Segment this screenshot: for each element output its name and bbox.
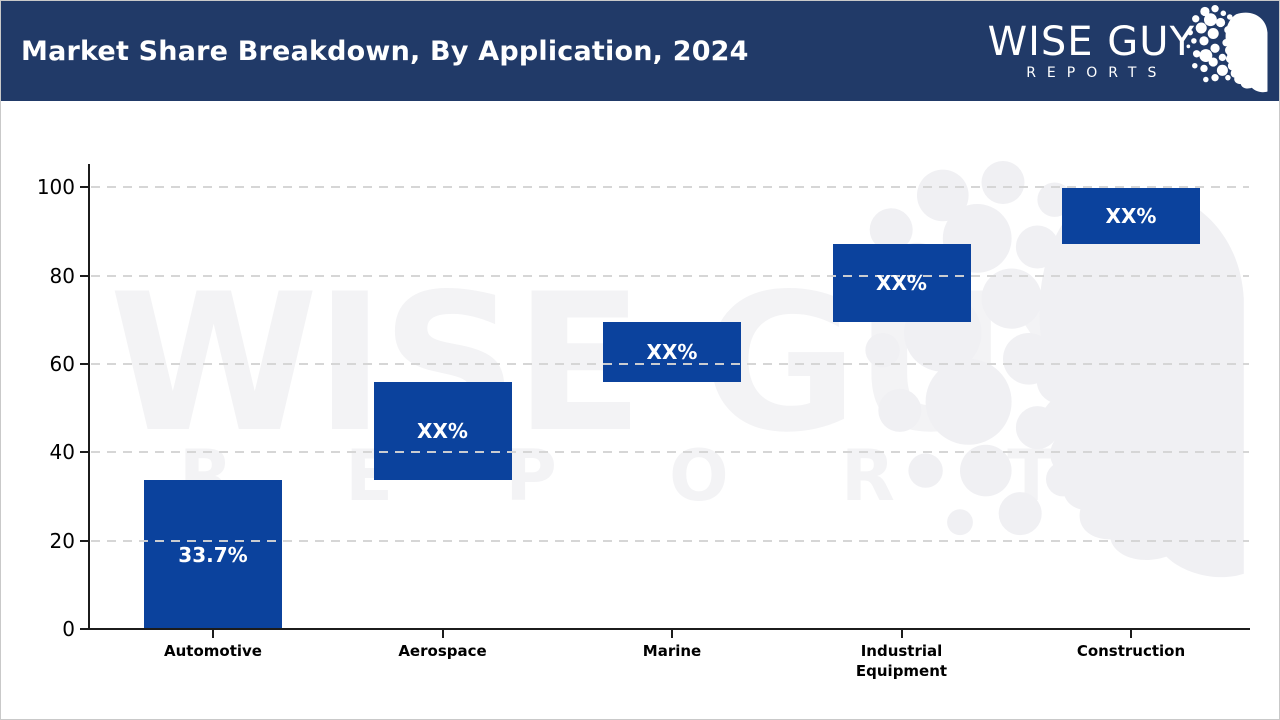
bar-value-label: XX% (646, 340, 698, 365)
x-label-industrial-equipment: Industrial Equipment (855, 642, 948, 681)
x-tick-4 (1130, 630, 1132, 638)
gridline-20 (91, 539, 1249, 542)
gridline-40 (91, 451, 1249, 454)
x-label-aerospace: Aerospace (398, 642, 487, 660)
x-label-marine: Marine (642, 642, 702, 660)
wiseguy-logo: WISE GUY REPORTS (988, 5, 1279, 97)
x-tick-2 (671, 630, 673, 638)
y-tick-60 (80, 363, 89, 366)
logo-reports-label: REPORTS (1026, 64, 1168, 81)
bar-value-label: XX% (876, 270, 927, 295)
bar-value-label: 33.7% (178, 542, 248, 567)
bar-industrial-equipment (832, 243, 971, 323)
logo-text: WISE GUY REPORTS (988, 22, 1195, 81)
y-tick-label-100: 100 (36, 175, 75, 200)
y-tick-label-80: 80 (49, 263, 75, 288)
y-tick-label-60: 60 (49, 352, 75, 377)
y-tick-0 (80, 628, 89, 630)
bar-value-label: XX% (1105, 203, 1157, 228)
x-axis-line (88, 628, 1250, 630)
x-tick-0 (212, 630, 214, 638)
y-axis-line (88, 164, 90, 630)
y-tick-100 (80, 186, 89, 189)
bar-marine (603, 322, 741, 383)
y-tick-label-0: 0 (62, 617, 75, 641)
gridline-60 (91, 363, 1249, 366)
x-tick-1 (441, 630, 444, 638)
header-bar: Market Share Breakdown, By Application, … (1, 1, 1279, 101)
x-label-automotive: Automotive (164, 642, 262, 660)
y-tick-80 (80, 274, 89, 277)
logo-wiseguy-label: WISE GUY (987, 18, 1195, 65)
y-tick-40 (80, 451, 89, 454)
bar-value-label: XX% (417, 419, 468, 444)
x-label-construction: Construction (1076, 642, 1186, 660)
x-tick-3 (900, 630, 903, 638)
bar-automotive (144, 480, 282, 629)
bar-construction (1062, 188, 1200, 244)
y-tick-20 (80, 539, 89, 542)
y-tick-label-40: 40 (49, 440, 75, 465)
bar-aerospace (373, 382, 512, 481)
y-tick-label-20: 20 (49, 528, 75, 553)
page-title: Market Share Breakdown, By Application, … (21, 35, 749, 67)
gridline-100 (91, 186, 1249, 189)
logo-face-icon (1186, 5, 1268, 93)
gridline-80 (91, 274, 1249, 277)
